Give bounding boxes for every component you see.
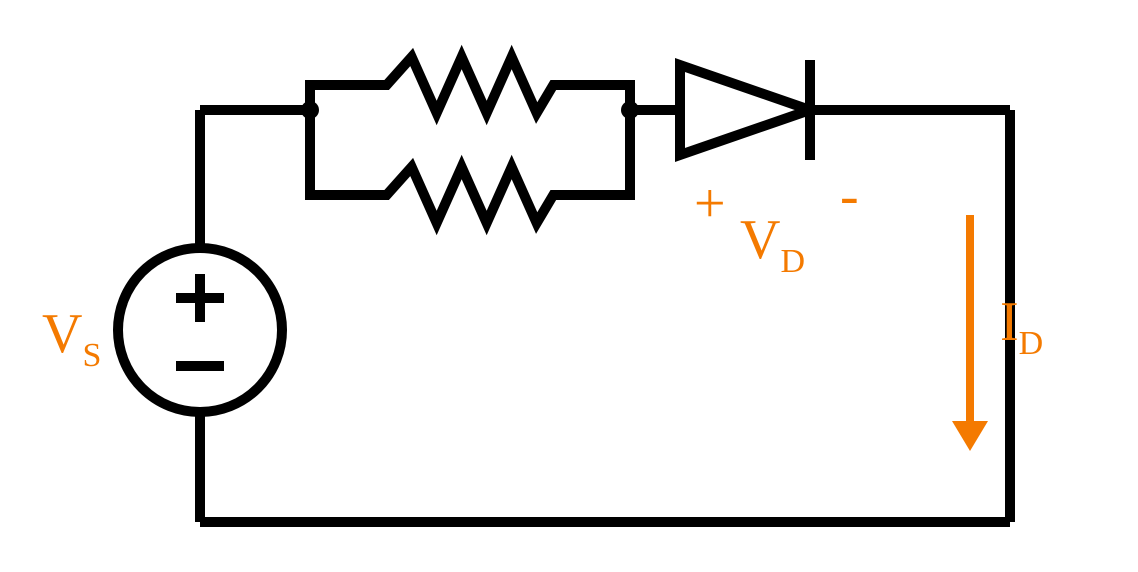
node-left <box>301 101 319 119</box>
vd-label: VD <box>740 209 805 280</box>
vd-plus-label: + <box>694 173 726 235</box>
voltage-source <box>118 248 282 412</box>
node-right <box>621 101 639 119</box>
vs-label: VS <box>42 303 101 374</box>
circuit-diagram: VS VD ID + - <box>0 0 1138 572</box>
resistor-bottom <box>370 167 570 223</box>
current-arrow-icon <box>952 421 988 451</box>
vd-minus-label: - <box>840 165 859 227</box>
diode-icon <box>680 65 810 155</box>
id-label: ID <box>1000 291 1043 362</box>
resistor-top <box>370 57 570 113</box>
